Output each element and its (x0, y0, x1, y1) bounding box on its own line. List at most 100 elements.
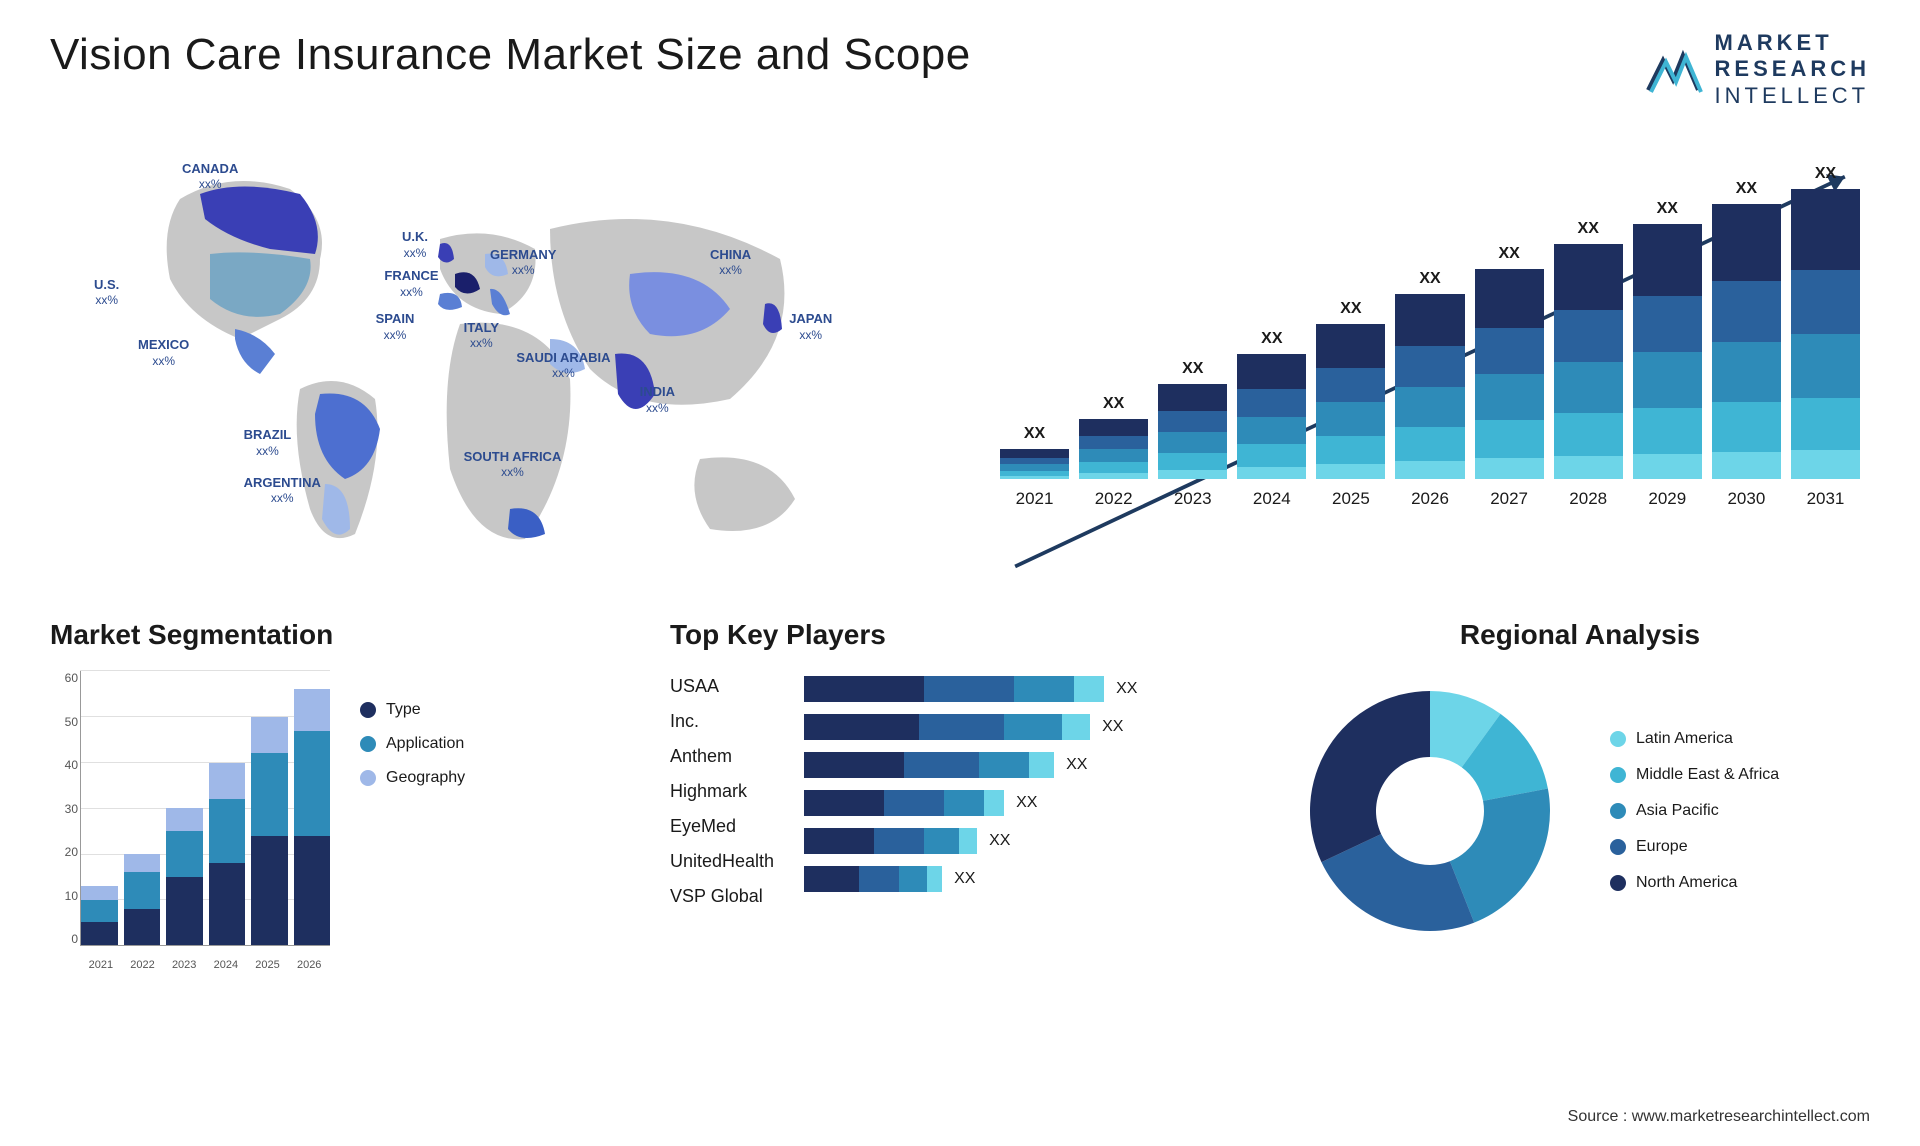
legend-label: Middle East & Africa (1636, 766, 1779, 784)
player-name: Highmark (670, 781, 774, 802)
bar-segment (1316, 402, 1385, 436)
player-bar-row: XX (804, 752, 1250, 778)
logo-line1: MARKET (1715, 30, 1833, 55)
seg-bar-segment (294, 731, 331, 836)
player-bar-row: XX (804, 790, 1250, 816)
seg-bar-segment (294, 836, 331, 946)
map-label: CANADAxx% (182, 161, 238, 192)
seg-x-label: 2023 (163, 959, 205, 971)
brand-logo: MARKET RESEARCH INTELLECT (1643, 30, 1870, 109)
bar-group: XX2021 (1000, 425, 1069, 509)
player-bar-segment (1029, 752, 1054, 778)
bar-segment (1475, 458, 1544, 479)
bar-segment (1237, 467, 1306, 480)
logo-line2: RESEARCH (1715, 56, 1870, 81)
seg-bar-segment (294, 689, 331, 730)
legend-dot (360, 702, 376, 718)
seg-bar-segment (209, 799, 246, 863)
player-name: USAA (670, 676, 774, 697)
map-label: SOUTH AFRICAxx% (464, 449, 562, 480)
bar-value-label: XX (1736, 180, 1757, 198)
bar-group: XX2024 (1237, 330, 1306, 509)
segmentation-legend: TypeApplicationGeography (360, 671, 465, 971)
legend-dot (1610, 875, 1626, 891)
players-list: USAAInc.AnthemHighmarkEyeMedUnitedHealth… (670, 671, 774, 907)
logo-icon (1643, 45, 1703, 95)
legend-dot (1610, 731, 1626, 747)
legend-label: Asia Pacific (1636, 802, 1719, 820)
world-map-panel: CANADAxx%U.S.xx%MEXICOxx%BRAZILxx%ARGENT… (50, 139, 930, 569)
player-bar-segment (859, 866, 899, 892)
bar-value-label: XX (1815, 165, 1836, 183)
bar-segment (1395, 461, 1464, 480)
legend-item: North America (1610, 874, 1779, 892)
map-label: INDIAxx% (640, 384, 675, 415)
bar-segment (1633, 352, 1702, 408)
player-bar-segment (944, 790, 984, 816)
regional-title: Regional Analysis (1290, 619, 1870, 651)
seg-bar-segment (209, 863, 246, 945)
bar-segment (1633, 454, 1702, 480)
map-label: ARGENTINAxx% (244, 475, 321, 506)
bar-segment (1554, 244, 1623, 310)
bar-segment (1079, 449, 1148, 462)
y-tick: 60 (50, 671, 78, 685)
legend-label: Geography (386, 769, 465, 787)
bar-group: XX2025 (1316, 300, 1385, 509)
logo-line3: INTELLECT (1715, 83, 1870, 109)
bar-segment (1158, 470, 1227, 480)
map-label: U.S.xx% (94, 277, 119, 308)
player-bar-segment (1062, 714, 1090, 740)
bar-value-label: XX (1578, 220, 1599, 238)
y-tick: 20 (50, 845, 78, 859)
player-name: EyeMed (670, 816, 774, 837)
bar-segment (1158, 453, 1227, 470)
bar-segment (1237, 389, 1306, 417)
bar-value-label: XX (1103, 395, 1124, 413)
bar-group: XX2031 (1791, 165, 1860, 509)
bar-value-label: XX (1340, 300, 1361, 318)
bar-segment (1791, 450, 1860, 479)
regional-donut (1290, 671, 1570, 951)
bar-group: XX2029 (1633, 200, 1702, 509)
bar-segment (1000, 476, 1069, 479)
bar-segment (1475, 269, 1544, 328)
legend-dot (1610, 767, 1626, 783)
legend-item: Geography (360, 769, 465, 787)
seg-bar-segment (124, 854, 161, 872)
player-bar-row: XX (804, 676, 1250, 702)
map-label: CHINAxx% (710, 247, 751, 278)
legend-item: Type (360, 701, 465, 719)
bar-group: XX2023 (1158, 360, 1227, 509)
bar-segment (1791, 398, 1860, 450)
legend-dot (360, 770, 376, 786)
bar-segment (1791, 189, 1860, 270)
legend-label: North America (1636, 874, 1737, 892)
bar-segment (1316, 368, 1385, 402)
seg-bar-segment (124, 872, 161, 909)
bar-segment (1475, 328, 1544, 374)
seg-x-label: 2022 (122, 959, 164, 971)
bar-segment (1000, 458, 1069, 465)
player-bar-segment (1014, 676, 1074, 702)
bar-segment (1554, 456, 1623, 480)
bar-x-label: 2029 (1648, 489, 1686, 509)
bar-group: XX2027 (1475, 245, 1544, 509)
bar-segment (1475, 374, 1544, 420)
bar-x-label: 2022 (1095, 489, 1133, 509)
seg-x-label: 2025 (247, 959, 289, 971)
bar-segment (1712, 342, 1781, 403)
seg-bar-segment (209, 763, 246, 800)
segmentation-chart: 0102030405060 202120222023202420252026 (50, 671, 330, 971)
player-value-label: XX (954, 870, 975, 888)
bar-segment (1395, 427, 1464, 460)
bar-segment (1316, 464, 1385, 480)
player-bar-segment (984, 790, 1004, 816)
bar-segment (1158, 432, 1227, 453)
map-label: GERMANYxx% (490, 247, 556, 278)
map-label: BRAZILxx% (244, 427, 292, 458)
bar-segment (1633, 224, 1702, 295)
bar-group: XX 2022 (1079, 395, 1148, 509)
seg-bar-segment (166, 877, 203, 946)
seg-bar-segment (251, 717, 288, 754)
